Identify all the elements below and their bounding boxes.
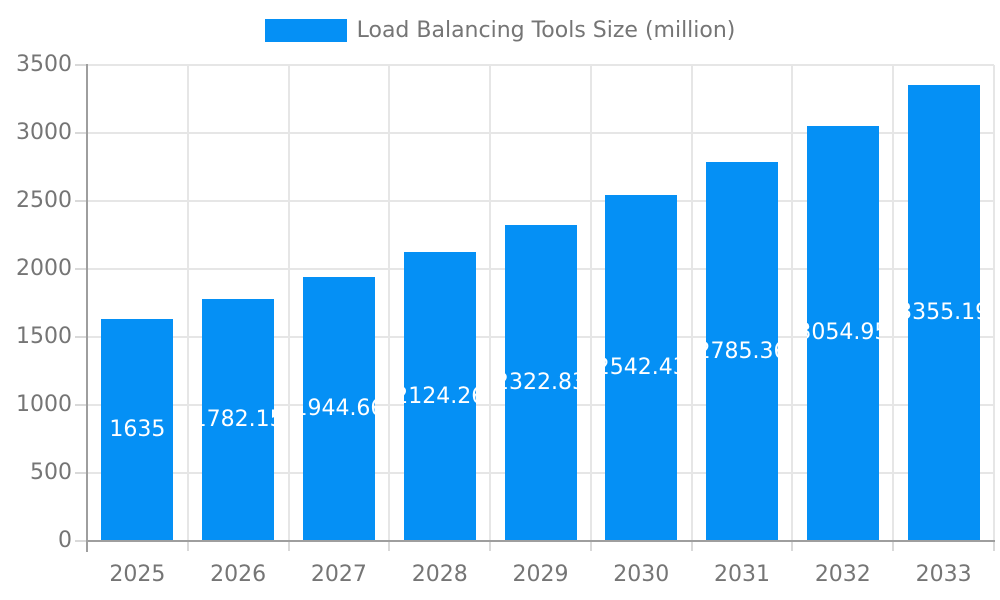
vertical-gridline [791,65,794,541]
vertical-gridline [287,65,290,541]
x-axis-label: 2026 [210,562,267,587]
x-axis-label: 2025 [109,562,166,587]
bar-value-label: 2785.36 [706,338,778,364]
y-axis-label: 3000 [16,120,72,145]
vertical-gridline [993,65,995,541]
x-axis-tick [892,541,895,551]
x-axis-tick [287,541,290,551]
y-axis-label: 2500 [16,188,72,213]
y-axis-tick [75,404,87,406]
vertical-gridline [489,65,492,541]
y-axis-tick [75,64,87,66]
x-axis-label: 2029 [512,562,569,587]
y-axis-line [86,64,88,552]
x-axis-line [86,540,995,542]
vertical-gridline [388,65,391,541]
bar-value-label: 3054.95 [807,320,879,346]
vertical-gridline [892,65,895,541]
y-axis-label: 3500 [16,52,72,77]
horizontal-gridline [87,64,994,66]
x-axis-label: 2032 [814,562,871,587]
y-axis-tick [75,200,87,202]
bar-value-label: 3355.19 [908,299,980,325]
bar[interactable]: 2322.83 [504,225,577,540]
vertical-gridline [690,65,693,541]
y-axis-tick [75,472,87,474]
bar-value-label: 2322.83 [505,370,577,396]
x-axis-tick [589,541,592,551]
bar-value-label: 1944.66 [303,395,375,421]
bar[interactable]: 2785.36 [706,162,779,540]
x-axis-tick [791,541,794,551]
bar-value-label: 1635 [109,416,166,442]
x-axis-label: 2028 [411,562,468,587]
x-axis-tick [388,541,391,551]
bar[interactable]: 3355.19 [907,84,980,540]
y-axis-label: 500 [30,460,72,485]
y-axis-label: 2000 [16,256,72,281]
bar-value-label: 2542.43 [605,355,677,381]
horizontal-gridline [87,132,994,134]
y-axis-tick [75,336,87,338]
y-axis-label: 1000 [16,392,72,417]
x-axis-label: 2031 [714,562,771,587]
x-axis-label: 2033 [915,562,972,587]
bar[interactable]: 3054.95 [806,125,879,540]
x-axis-tick [690,541,693,551]
x-axis-tick [489,541,492,551]
x-axis-label: 2030 [613,562,670,587]
bar[interactable]: 2542.43 [605,195,678,540]
x-axis-label: 2027 [310,562,367,587]
legend-item[interactable]: Load Balancing Tools Size (million) [0,19,1000,42]
legend-label: Load Balancing Tools Size (million) [356,18,736,43]
y-axis-tick [75,132,87,134]
bar[interactable]: 1782.15 [202,298,275,540]
y-axis-tick [75,268,87,270]
y-axis-tick [75,540,87,542]
y-axis-label: 1500 [16,324,72,349]
bar[interactable]: 1944.66 [302,276,375,540]
legend-swatch [264,19,347,42]
vertical-gridline [589,65,592,541]
y-axis-label: 0 [58,528,72,553]
x-axis-tick [993,541,995,551]
bar-value-label: 2124.26 [404,383,476,409]
bar[interactable]: 1635 [101,318,174,540]
vertical-gridline [186,65,189,541]
x-axis-tick [186,541,189,551]
bar[interactable]: 2124.26 [403,252,476,540]
bar-value-label: 1782.15 [202,406,274,432]
horizontal-gridline [87,200,994,202]
